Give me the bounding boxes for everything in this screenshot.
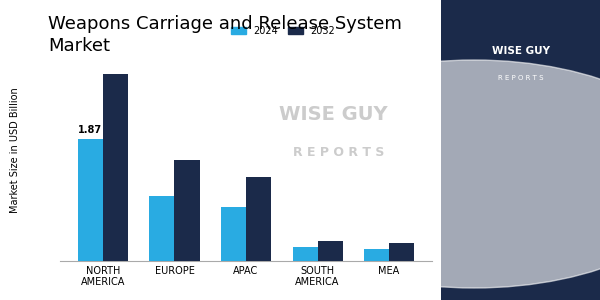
Bar	[246, 177, 271, 261]
Bar	[103, 74, 128, 261]
Text: 1.87: 1.87	[79, 125, 103, 135]
Bar	[149, 196, 175, 261]
Legend: 2024, 2032: 2024, 2032	[227, 22, 339, 40]
Bar	[78, 139, 103, 261]
Text: Weapons Carriage and Release System
Market: Weapons Carriage and Release System Mark…	[48, 15, 402, 55]
Bar	[364, 249, 389, 261]
Bar	[389, 243, 414, 261]
Circle shape	[246, 60, 600, 288]
Bar	[317, 242, 343, 261]
Bar	[175, 160, 199, 261]
Bar	[221, 207, 246, 261]
Text: WISE GUY: WISE GUY	[491, 46, 550, 56]
Bar	[293, 247, 317, 261]
Text: WISE GUY: WISE GUY	[278, 105, 388, 124]
Text: Market Size in USD Billion: Market Size in USD Billion	[10, 87, 20, 213]
Text: R E P O R T S: R E P O R T S	[498, 75, 543, 81]
Text: R E P O R T S: R E P O R T S	[293, 146, 385, 159]
